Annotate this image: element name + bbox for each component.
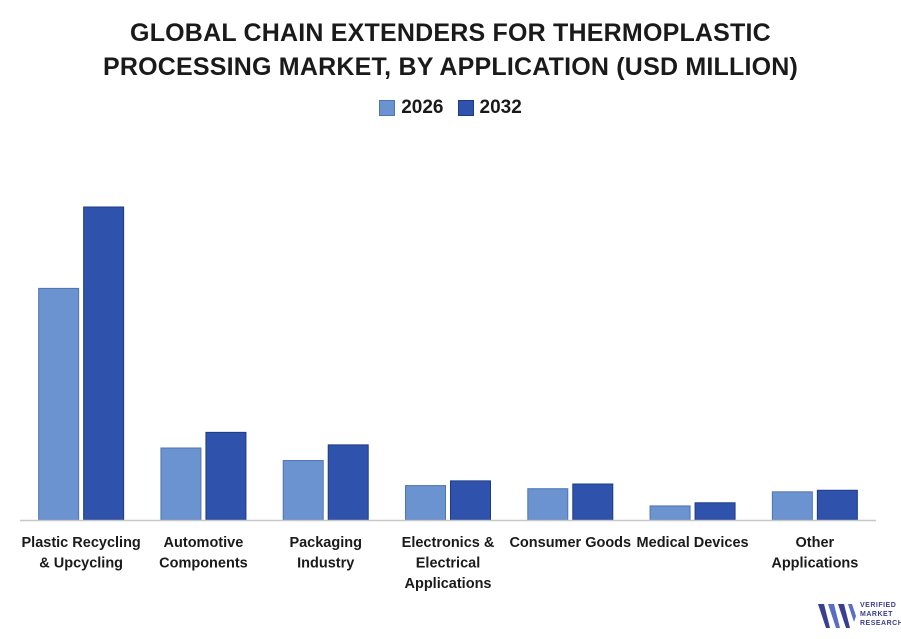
bar-2026-2 bbox=[282, 460, 324, 521]
logo-text-line-1: VERIFIED bbox=[860, 602, 897, 609]
x-tick-label-5-line-0: Medical Devices bbox=[637, 535, 749, 551]
x-tick-label-6-line-1: Applications bbox=[771, 556, 858, 572]
chart-title-line-1: GLOBAL CHAIN EXTENDERS FOR THERMOPLASTIC bbox=[130, 19, 771, 47]
x-tick-label-0-line-0: Plastic Recycling bbox=[22, 535, 141, 551]
chart-legend: 2026 2032 bbox=[0, 97, 901, 119]
bar-2032-0 bbox=[83, 206, 125, 521]
x-tick-label-3-line-2: Applications bbox=[404, 576, 491, 592]
bar-2026-4 bbox=[527, 488, 569, 521]
logo-text: VERIFIED MARKET RESEARCH bbox=[860, 601, 901, 628]
legend-swatch-2026 bbox=[379, 100, 396, 116]
legend-label-2032: 2032 bbox=[479, 97, 522, 118]
bar-2032-4 bbox=[572, 483, 614, 521]
x-tick-label-6-line-0: Other bbox=[796, 535, 835, 551]
bar-2026-1 bbox=[160, 447, 202, 521]
chart-title-line-2: PROCESSING MARKET, BY APPLICATION (USD M… bbox=[102, 53, 799, 81]
logo-text-line-3: RESEARCH bbox=[860, 620, 901, 627]
x-tick-label-3: Electronics & Electrical Applications bbox=[402, 535, 495, 592]
x-tick-label-3-line-1: Electrical bbox=[416, 556, 481, 572]
legend-swatch-2032 bbox=[457, 100, 474, 116]
bar-2032-3 bbox=[450, 480, 491, 521]
x-tick-label-1-line-0: Automotive bbox=[164, 535, 244, 551]
bar-2026-0 bbox=[38, 287, 80, 521]
x-tick-label-1-line-1: Components bbox=[159, 556, 248, 572]
bar-2032-6 bbox=[816, 489, 858, 521]
bar-2026-6 bbox=[771, 491, 813, 521]
bar-2032-2 bbox=[327, 444, 369, 521]
bar-2026-5 bbox=[649, 505, 691, 521]
x-tick-label-0-line-1: & Upcycling bbox=[39, 556, 123, 572]
x-tick-label-6: Other Applications bbox=[771, 535, 858, 572]
x-tick-label-4-line-0: Consumer Goods bbox=[509, 535, 631, 551]
x-tick-label-2-line-1: Industry bbox=[297, 556, 354, 572]
legend-label-2026: 2026 bbox=[401, 97, 444, 118]
x-tick-label-2: Packaging Industry bbox=[289, 535, 362, 572]
logo-text-line-2: MARKET bbox=[860, 611, 893, 618]
x-tick-label-0: Plastic Recycling & Upcycling bbox=[22, 535, 141, 572]
bar-2032-5 bbox=[694, 502, 736, 521]
x-tick-label-3-line-0: Electronics & bbox=[402, 535, 495, 551]
vmr-logo-mark-icon bbox=[818, 604, 856, 628]
legend-item-2032: 2032 bbox=[457, 97, 522, 119]
verified-market-research-logo: VERIFIED MARKET RESEARCH bbox=[816, 598, 901, 634]
x-tick-label-2-line-0: Packaging bbox=[289, 535, 362, 551]
legend-item-2026: 2026 bbox=[379, 97, 444, 119]
x-tick-label-5: Medical Devices bbox=[637, 535, 749, 551]
bar-2026-3 bbox=[405, 485, 446, 521]
x-tick-label-1: Automotive Components bbox=[159, 535, 248, 572]
chart-title: GLOBAL CHAIN EXTENDERS FOR THERMOPLASTIC… bbox=[0, 16, 901, 84]
x-tick-label-4: Consumer Goods bbox=[509, 535, 631, 551]
bar-2032-1 bbox=[205, 431, 247, 521]
